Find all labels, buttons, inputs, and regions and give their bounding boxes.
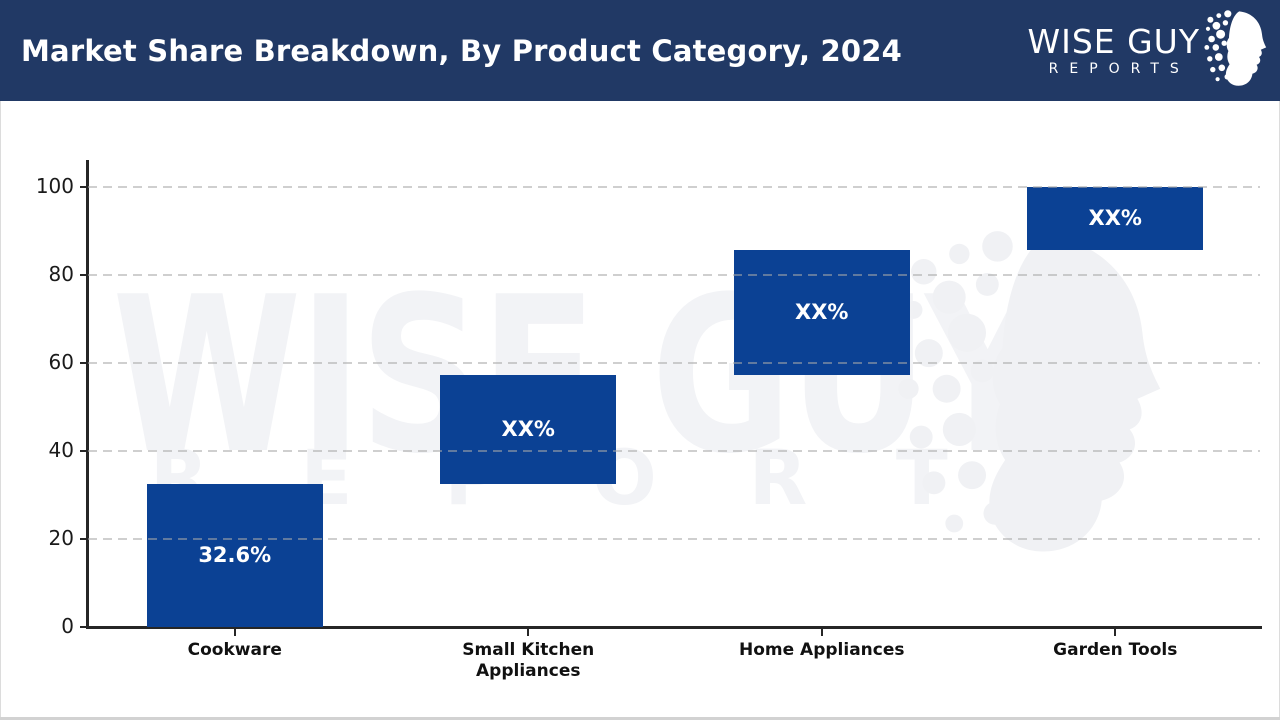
- y-axis-tick: [80, 626, 87, 628]
- bar: [440, 374, 617, 484]
- x-axis-category-label: Garden Tools: [1053, 640, 1178, 660]
- plot-area: 0 20 40 60 80 100 32.6% Cookware XX% Small Kitche…: [36, 160, 1262, 681]
- bar-value-label: XX%: [1088, 206, 1142, 231]
- x-axis-line: [86, 626, 1262, 629]
- y-axis-tick-label: 0: [61, 613, 74, 638]
- y-axis-tick: [80, 538, 87, 540]
- y-axis-tick-label: 60: [48, 349, 74, 374]
- bar-value-label: 32.6%: [198, 543, 272, 568]
- page-title: Market Share Breakdown, By Product Categ…: [21, 33, 902, 68]
- bar-value-label: XX%: [795, 300, 849, 325]
- x-axis-category-label: Small Kitchen Appliances: [462, 640, 595, 682]
- figure-bottom-border: [0, 717, 1280, 720]
- wise-guy-logo: WISE GUY REPORTS: [1027, 0, 1268, 101]
- watermark-head-icon: [898, 231, 1161, 552]
- chart-header: Market Share Breakdown, By Product Categ…: [0, 0, 1280, 101]
- x-axis-category-label: Home Appliances: [738, 640, 905, 660]
- logo-text: WISE GUY REPORTS: [1027, 25, 1200, 76]
- x-axis-tick: [1114, 629, 1117, 636]
- y-axis-line: [86, 160, 89, 629]
- logo-subtitle: REPORTS: [1048, 61, 1190, 77]
- y-axis-tick: [80, 186, 87, 188]
- y-axis-tick: [80, 274, 87, 276]
- x-axis-tick: [233, 629, 236, 636]
- bar: [146, 483, 323, 627]
- y-axis-tick-label: 100: [35, 173, 74, 198]
- y-axis-tick-label: 80: [48, 261, 74, 286]
- gridline: [88, 538, 1260, 540]
- x-axis-category-label: Cookware: [187, 640, 282, 660]
- gridline: [88, 186, 1260, 188]
- bar: [733, 249, 910, 375]
- bar: [1027, 187, 1204, 250]
- y-axis-tick-label: 40: [48, 437, 74, 462]
- x-axis-tick: [820, 629, 823, 636]
- logo-head-icon: [1204, 9, 1267, 86]
- y-axis-tick: [80, 362, 87, 364]
- gridline: [88, 450, 1260, 452]
- gridline: [88, 274, 1260, 276]
- bar-value-label: XX%: [501, 417, 555, 442]
- logo-wordmark: WISE GUY: [1027, 22, 1200, 61]
- gridline: [88, 362, 1260, 364]
- y-axis-tick: [80, 450, 87, 452]
- x-axis-tick: [527, 629, 530, 636]
- y-axis-tick-label: 20: [48, 525, 74, 550]
